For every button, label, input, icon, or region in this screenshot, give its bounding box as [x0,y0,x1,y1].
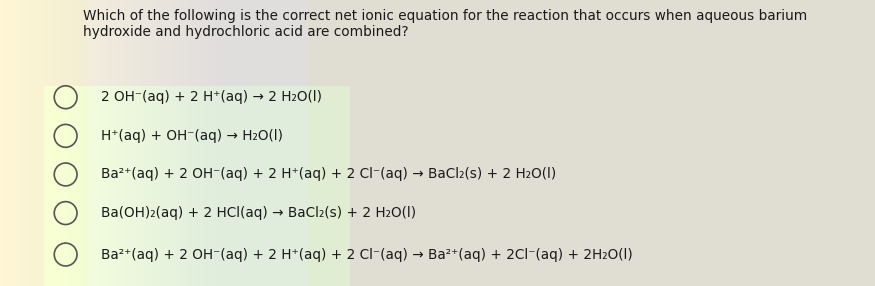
Text: Ba²⁺(aq) + 2 OH⁻(aq) + 2 H⁺(aq) + 2 Cl⁻(aq) → BaCl₂(s) + 2 H₂O(l): Ba²⁺(aq) + 2 OH⁻(aq) + 2 H⁺(aq) + 2 Cl⁻(… [101,168,556,181]
Text: Which of the following is the correct net ionic equation for the reaction that o: Which of the following is the correct ne… [83,9,808,39]
Text: Ba²⁺(aq) + 2 OH⁻(aq) + 2 H⁺(aq) + 2 Cl⁻(aq) → Ba²⁺(aq) + 2Cl⁻(aq) + 2H₂O(l): Ba²⁺(aq) + 2 OH⁻(aq) + 2 H⁺(aq) + 2 Cl⁻(… [101,248,633,261]
Text: Ba(OH)₂(aq) + 2 HCl(aq) → BaCl₂(s) + 2 H₂O(l): Ba(OH)₂(aq) + 2 HCl(aq) → BaCl₂(s) + 2 H… [101,206,416,220]
Text: H⁺(aq) + OH⁻(aq) → H₂O(l): H⁺(aq) + OH⁻(aq) → H₂O(l) [101,129,283,143]
Text: 2 OH⁻(aq) + 2 H⁺(aq) → 2 H₂O(l): 2 OH⁻(aq) + 2 H⁺(aq) → 2 H₂O(l) [101,90,322,104]
